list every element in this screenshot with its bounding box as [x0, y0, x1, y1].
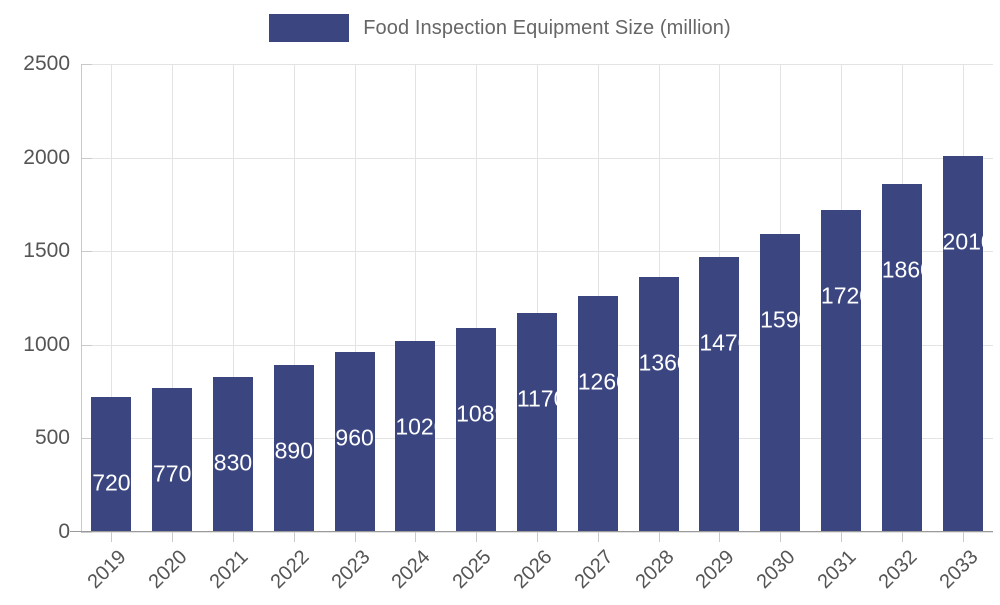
bar-value-label: 1360: [638, 351, 679, 375]
bar-column[interactable]: 1360: [638, 64, 679, 532]
bar[interactable]: [212, 376, 254, 532]
bar[interactable]: [334, 352, 375, 532]
x-axis-tick-label: 2033: [935, 546, 983, 594]
x-axis-tick-mark: [233, 532, 234, 542]
bar-value-label: 770: [153, 462, 192, 486]
bar[interactable]: [273, 365, 314, 532]
bar-column[interactable]: 1860: [881, 64, 922, 532]
plot-area: 720 770 830 890 960 1020 1089.3 1170 1260 1360 147…: [70, 64, 993, 533]
x-axis-tick-mark: [963, 532, 964, 542]
bar-value-label: 1260: [577, 370, 618, 394]
x-axis-tick-label: 2022: [266, 546, 314, 594]
bar-value-label: 1089.3: [456, 402, 496, 426]
bar-value-label: 890: [274, 439, 313, 463]
x-axis-tick-label: 2031: [813, 546, 861, 594]
bar-value-label: 1170: [516, 387, 557, 411]
x-axis-tick-label: 2032: [874, 546, 922, 594]
y-axis: 0 500 1000 1500 2000 2500: [0, 52, 70, 543]
bar-value-label: 1720: [820, 284, 861, 308]
x-axis-tick-label: 2029: [691, 546, 739, 594]
legend-label: Food Inspection Equipment Size (million): [363, 16, 731, 39]
bar-column[interactable]: 1089.3: [456, 64, 497, 532]
bar-column[interactable]: 1170: [516, 64, 558, 532]
y-axis-tick-label: 500: [34, 426, 70, 450]
bar[interactable]: [638, 277, 679, 532]
bar[interactable]: [881, 183, 922, 532]
x-axis-tick-mark: [598, 532, 599, 542]
bar-column[interactable]: 890: [273, 64, 314, 532]
bar[interactable]: [152, 387, 193, 532]
x-axis-tick-mark: [111, 532, 112, 542]
bar-value-label: 1020: [395, 415, 435, 439]
x-axis-tick-mark: [902, 532, 903, 542]
bar[interactable]: [91, 397, 132, 532]
x-axis-tick-mark: [719, 532, 720, 542]
bar-column[interactable]: 1720: [820, 64, 862, 532]
x-axis-tick-mark: [415, 532, 416, 542]
y-axis-tick-label: 0: [58, 520, 70, 543]
chart-legend: Food Inspection Equipment Size (million): [0, 14, 1000, 42]
x-axis-tick-mark: [659, 532, 660, 542]
bar[interactable]: [456, 328, 497, 532]
bar[interactable]: [395, 341, 436, 532]
bar-column[interactable]: 1470: [699, 64, 740, 532]
x-axis-tick-label: 2028: [631, 546, 679, 594]
bar[interactable]: [516, 312, 558, 532]
x-axis-tick-label: 2019: [83, 546, 131, 594]
y-axis-line: [81, 64, 82, 532]
x-axis-tick-label: 2024: [387, 546, 435, 594]
bar-value-label: 720: [92, 471, 131, 495]
bar[interactable]: [760, 234, 801, 532]
x-axis-tick-mark: [172, 532, 173, 542]
x-axis-tick-label: 2030: [752, 546, 800, 594]
legend-entry[interactable]: Food Inspection Equipment Size (million): [269, 14, 731, 42]
x-axis-tick-mark: [294, 532, 295, 542]
bar[interactable]: [942, 155, 983, 532]
bar-column[interactable]: 1020: [395, 64, 436, 532]
y-axis-tick-label: 2500: [23, 52, 70, 75]
bar[interactable]: [820, 210, 862, 532]
x-axis-tick-mark: [780, 532, 781, 542]
bar-column[interactable]: 770: [152, 64, 193, 532]
bar-column[interactable]: 1590: [760, 64, 801, 532]
legend-color-swatch: [269, 14, 350, 42]
x-axis-tick-label: 2023: [327, 546, 375, 594]
x-axis-tick-label: 2025: [448, 546, 496, 594]
bar-series: 720 770 830 890 960 1020 1089.3 1170 1260 1360 147…: [81, 64, 993, 532]
bar-value-label: 1590: [760, 308, 800, 332]
x-axis: 2019 2020 2021 2022 2023 2024 2025 2026 2027 2028…: [81, 532, 993, 600]
x-axis-line: [70, 531, 993, 532]
bar[interactable]: [699, 256, 740, 532]
x-axis-tick-mark: [537, 532, 538, 542]
y-axis-tick-label: 1000: [23, 332, 70, 356]
x-axis-tick-mark: [841, 532, 842, 542]
bar-value-label: 830: [213, 451, 253, 475]
bar[interactable]: [577, 296, 618, 532]
x-axis-tick-label: 2026: [509, 546, 557, 594]
bar-value-label: 960: [335, 426, 374, 450]
x-axis-tick-label: 2027: [570, 546, 618, 594]
bar-value-label: 1470: [699, 331, 739, 355]
bar-column[interactable]: 2010: [942, 64, 983, 532]
bar-column[interactable]: 960: [334, 64, 375, 532]
bar-value-label: 2010: [942, 230, 983, 254]
x-axis-tick-label: 2021: [205, 546, 253, 594]
bar-column[interactable]: 720: [91, 64, 132, 532]
x-axis-tick-mark: [476, 532, 477, 542]
bar-column[interactable]: 1260: [577, 64, 618, 532]
y-axis-tick-label: 1500: [23, 239, 70, 263]
bar-column[interactable]: 830: [212, 64, 254, 532]
x-axis-tick-mark: [355, 532, 356, 542]
x-axis-tick-label: 2020: [144, 546, 192, 594]
y-axis-tick-label: 2000: [23, 145, 70, 169]
bar-value-label: 1860: [881, 258, 922, 282]
